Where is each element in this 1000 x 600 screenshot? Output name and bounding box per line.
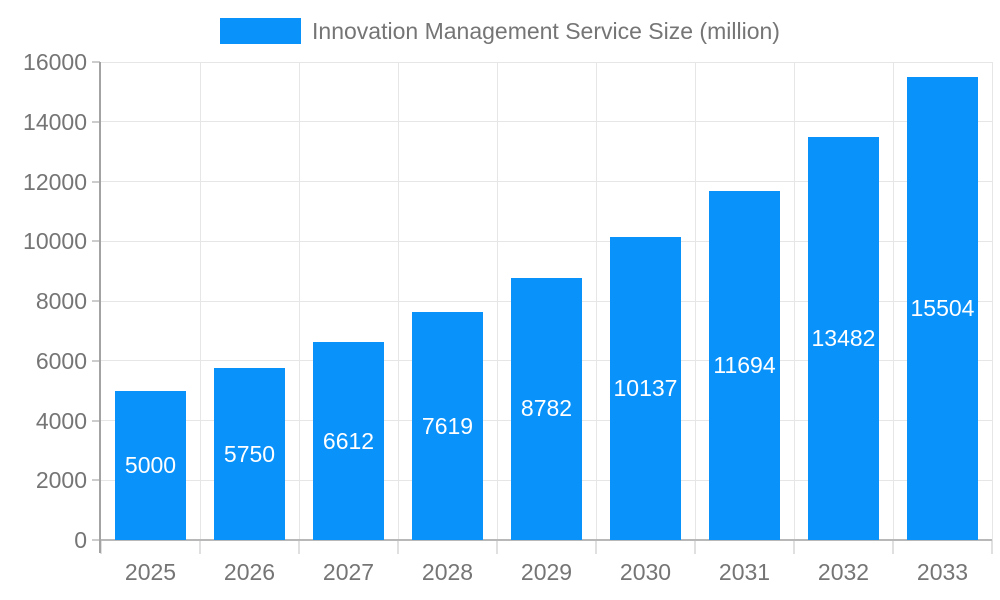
gridline-v xyxy=(694,62,696,540)
bar-value-label: 15504 xyxy=(910,294,975,321)
x-tick-label: 2032 xyxy=(817,559,870,585)
x-tick xyxy=(892,540,894,554)
y-tick-label: 12000 xyxy=(23,168,87,195)
gridline-v xyxy=(199,62,201,540)
gridline-v xyxy=(892,62,894,540)
bar xyxy=(907,76,978,540)
bar-value-label: 5750 xyxy=(223,440,276,467)
x-tick xyxy=(298,540,300,554)
y-tick-label: 4000 xyxy=(35,407,87,434)
bar xyxy=(115,390,186,540)
bar-value-label: 7619 xyxy=(421,412,474,439)
x-tick xyxy=(397,540,399,554)
x-tick-label: 2027 xyxy=(322,559,375,585)
y-tick xyxy=(92,419,100,422)
y-tick xyxy=(92,359,100,362)
bar-value-label: 6612 xyxy=(322,427,375,454)
y-tick xyxy=(92,240,100,243)
x-tick xyxy=(793,540,795,554)
bar xyxy=(214,368,285,540)
x-tick-label: 2033 xyxy=(916,559,969,585)
bar-value-label: 10137 xyxy=(613,375,678,402)
y-tick xyxy=(92,539,100,541)
y-axis-line xyxy=(99,62,101,553)
x-tick xyxy=(100,540,102,554)
x-tick-label: 2031 xyxy=(718,559,771,585)
bar xyxy=(709,190,780,540)
gridline-h xyxy=(101,181,992,182)
x-tick xyxy=(991,540,993,554)
bar xyxy=(511,277,582,540)
x-tick-label: 2025 xyxy=(124,559,177,585)
y-tick xyxy=(92,61,100,63)
y-tick xyxy=(92,479,100,482)
gridline-v xyxy=(793,62,795,540)
bar xyxy=(610,237,681,540)
x-tick-label: 2029 xyxy=(520,559,573,585)
bar-value-label: 13482 xyxy=(811,325,876,352)
legend-swatch xyxy=(220,18,302,44)
gridline-v xyxy=(397,62,399,540)
gridline-h xyxy=(101,240,992,242)
y-tick-label: 6000 xyxy=(35,347,87,374)
y-tick-label: 0 xyxy=(74,527,87,553)
bar xyxy=(808,137,879,540)
bar xyxy=(412,312,483,540)
gridline-v xyxy=(991,62,993,540)
gridline-h xyxy=(101,121,992,123)
x-tick xyxy=(694,540,696,554)
x-axis-line xyxy=(101,539,992,541)
chart-legend: Innovation Management Service Size (mill… xyxy=(0,18,1000,44)
x-tick xyxy=(496,540,498,554)
x-tick-label: 2026 xyxy=(223,559,276,585)
bar xyxy=(313,342,384,540)
x-tick-label: 2028 xyxy=(421,559,474,585)
x-tick xyxy=(199,540,201,554)
y-tick-label: 14000 xyxy=(23,108,87,135)
bar-value-label: 8782 xyxy=(520,395,573,422)
y-tick-label: 10000 xyxy=(23,228,87,255)
y-tick-label: 2000 xyxy=(35,467,87,494)
x-tick xyxy=(595,540,597,554)
y-tick-label: 8000 xyxy=(35,288,87,314)
y-tick xyxy=(92,120,100,123)
gridline-h xyxy=(101,61,992,63)
gridline-v xyxy=(496,62,498,540)
bar-value-label: 11694 xyxy=(713,351,776,378)
legend-label: Innovation Management Service Size (mill… xyxy=(312,18,780,44)
bar-value-label: 5000 xyxy=(124,451,177,478)
y-tick-label: 16000 xyxy=(23,49,87,75)
gridline-v xyxy=(595,62,597,540)
y-tick xyxy=(92,180,100,183)
gridline-v xyxy=(298,62,300,540)
y-tick xyxy=(92,300,100,302)
x-tick-label: 2030 xyxy=(619,559,672,585)
